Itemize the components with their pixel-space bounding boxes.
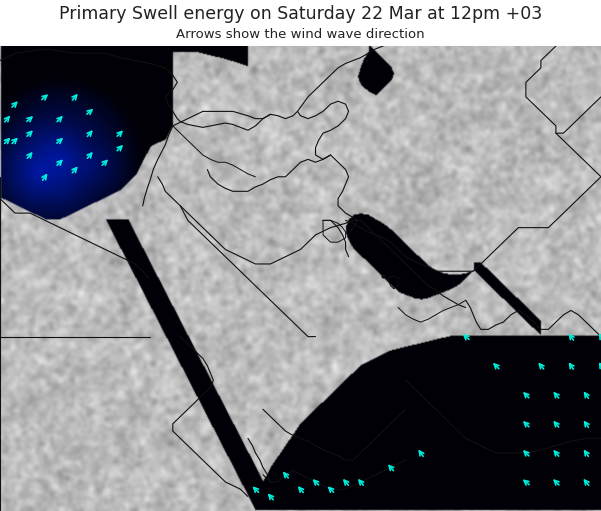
- Text: Primary Swell energy on Saturday 22 Mar at 12pm +03: Primary Swell energy on Saturday 22 Mar …: [59, 5, 542, 23]
- Text: Arrows show the wind wave direction: Arrows show the wind wave direction: [176, 28, 425, 41]
